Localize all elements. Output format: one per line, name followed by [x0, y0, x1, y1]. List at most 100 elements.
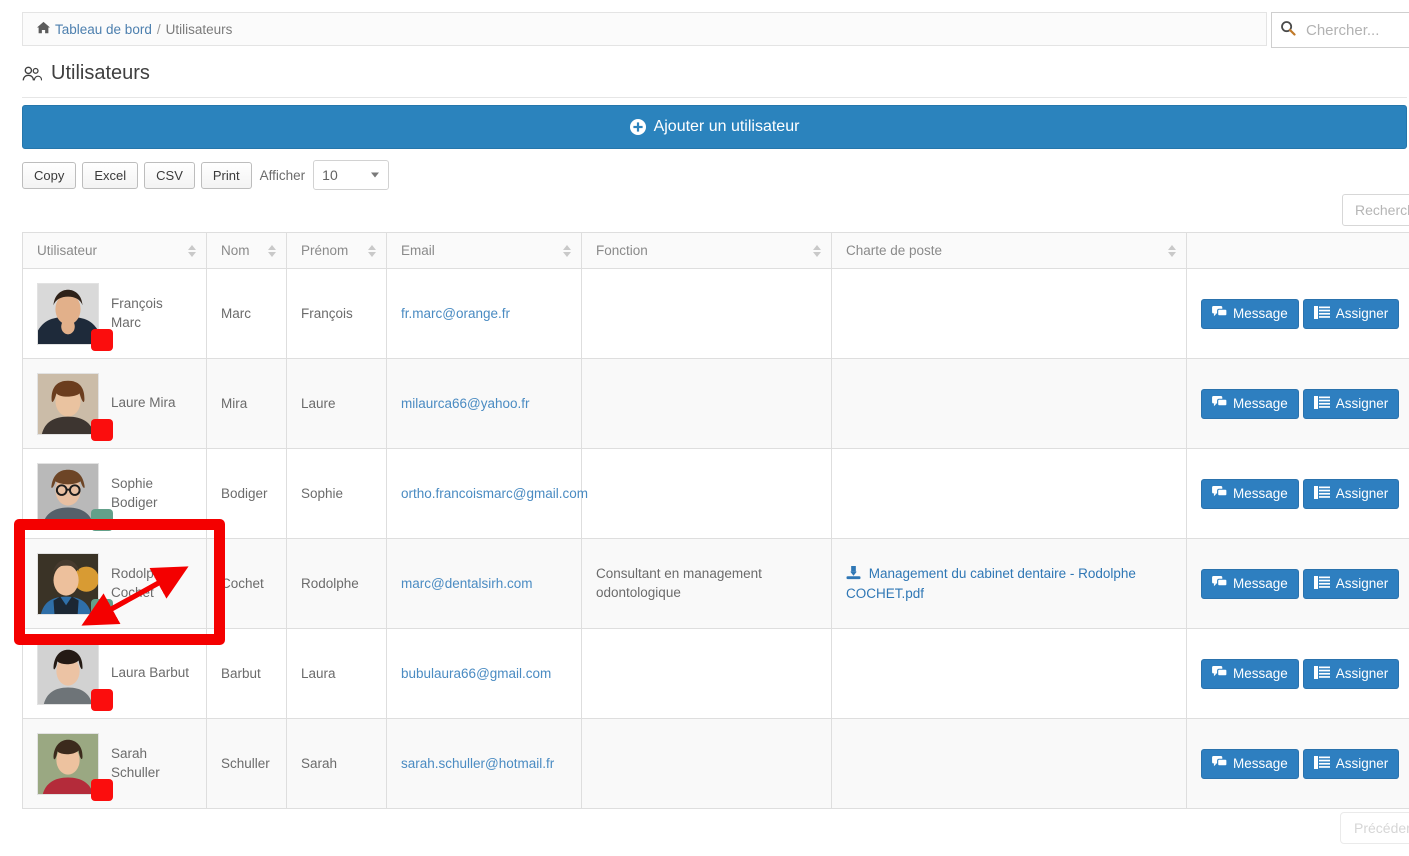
column-header-prenom[interactable]: Prénom [286, 232, 387, 269]
list-icon [1313, 305, 1330, 322]
plus-circle-icon [629, 119, 646, 135]
user-name: Sarah Schuller [111, 746, 160, 780]
breadcrumb-root-link[interactable]: Tableau de bord [55, 21, 152, 37]
sort-icon[interactable] [188, 244, 196, 257]
cell-charte [831, 268, 1187, 359]
column-header-charte-de-poste[interactable]: Charte de poste [831, 232, 1187, 269]
message-icon [1212, 755, 1228, 772]
cell-email: fr.marc@orange.fr [386, 268, 582, 359]
cell-nom: Cochet [206, 538, 287, 629]
sort-icon[interactable] [268, 244, 276, 257]
avatar [37, 732, 113, 801]
cell-email: milaurca66@yahoo.fr [386, 358, 582, 449]
message-label: Message [1233, 396, 1288, 411]
pagination: Précédent [1340, 812, 1409, 844]
add-user-label: Ajouter un utilisateur [653, 118, 800, 135]
page-length-select[interactable]: 10 [313, 160, 390, 190]
message-label: Message [1233, 666, 1288, 681]
cell-charte [831, 628, 1187, 719]
cell-utilisateur: Sophie Bodiger [22, 448, 207, 539]
column-header-nom[interactable]: Nom [206, 232, 287, 269]
sort-icon[interactable] [563, 244, 571, 257]
previous-page-button[interactable]: Précédent [1340, 812, 1409, 844]
email-link[interactable]: milaurca66@yahoo.fr [401, 396, 530, 411]
assigner-label: Assigner [1335, 306, 1389, 321]
cell-actions: Message Assigner [1186, 268, 1409, 359]
search-input[interactable] [1304, 20, 1409, 40]
breadcrumb: Tableau de bord / Utilisateurs [22, 12, 1267, 46]
message-button[interactable]: Message [1201, 568, 1299, 599]
csv-button[interactable]: CSV [144, 161, 195, 189]
cell-fonction [581, 358, 832, 449]
cell-email: sarah.schuller@hotmail.fr [386, 718, 582, 809]
message-button[interactable]: Message [1201, 298, 1299, 329]
avatar [37, 372, 113, 441]
status-badge [91, 598, 113, 621]
cell-charte [831, 718, 1187, 809]
assigner-label: Assigner [1335, 756, 1389, 771]
column-label: Fonction [596, 243, 648, 258]
email-link[interactable]: marc@dentalsirh.com [401, 576, 533, 591]
assigner-button[interactable]: Assigner [1302, 388, 1400, 419]
column-label: Nom [221, 243, 250, 258]
cell-email: marc@dentalsirh.com [386, 538, 582, 629]
cell-fonction: Consultant en management odontologique [581, 538, 832, 629]
cell-nom: Schuller [206, 718, 287, 809]
breadcrumb-current: Utilisateurs [165, 21, 233, 37]
cell-charte [831, 358, 1187, 449]
assigner-button[interactable]: Assigner [1302, 658, 1400, 689]
copy-button[interactable]: Copy [22, 161, 77, 189]
cell-utilisateur: Laura Barbut [22, 628, 207, 719]
column-header-email[interactable]: Email [386, 232, 582, 269]
column-label: Email [401, 243, 435, 258]
global-search[interactable] [1271, 12, 1409, 48]
message-label: Message [1233, 486, 1288, 501]
charte-download-link[interactable]: Management du cabinet dentaire - Rodolph… [846, 565, 1136, 601]
status-badge [91, 778, 113, 801]
table-filter[interactable] [1342, 194, 1409, 226]
cell-email: ortho.francoismarc@gmail.com [386, 448, 588, 539]
excel-button[interactable]: Excel [82, 161, 139, 189]
page-title-text: Utilisateurs [51, 62, 150, 84]
download-icon [846, 565, 865, 583]
sort-icon[interactable] [368, 244, 376, 257]
add-user-button[interactable]: Ajouter un utilisateur [22, 105, 1407, 149]
list-icon [1313, 575, 1330, 592]
user-name: Rodolphe Cochet [111, 566, 169, 600]
email-link[interactable]: sarah.schuller@hotmail.fr [401, 756, 555, 771]
email-link[interactable]: fr.marc@orange.fr [401, 306, 510, 321]
table-row: Laura Barbut Barbut Laura bubulaura66@gm… [22, 628, 1409, 719]
sort-icon[interactable] [813, 244, 821, 257]
message-button[interactable]: Message [1201, 748, 1299, 779]
email-link[interactable]: ortho.francoismarc@gmail.com [401, 486, 589, 501]
column-header-utilisateur[interactable]: Utilisateur [22, 232, 207, 269]
cell-fonction [581, 268, 832, 359]
status-badge [91, 328, 113, 351]
sort-icon[interactable] [1168, 244, 1176, 257]
table-filter-input[interactable] [1353, 201, 1409, 219]
home-icon [37, 21, 50, 37]
assigner-button[interactable]: Assigner [1302, 298, 1400, 329]
assigner-button[interactable]: Assigner [1302, 568, 1400, 599]
message-icon [1212, 395, 1228, 412]
breadcrumb-separator: / [156, 21, 161, 37]
page-length-label: Afficher [259, 167, 306, 183]
cell-actions: Message Assigner [1186, 448, 1409, 539]
print-button[interactable]: Print [200, 161, 252, 189]
table-row: Rodolphe Cochet Cochet Rodolphe marc@den… [22, 538, 1409, 629]
assigner-button[interactable]: Assigner [1302, 748, 1400, 779]
message-button[interactable]: Message [1201, 478, 1299, 509]
column-label: Prénom [301, 243, 349, 258]
message-button[interactable]: Message [1201, 658, 1299, 689]
assigner-button[interactable]: Assigner [1302, 478, 1400, 509]
message-label: Message [1233, 576, 1288, 591]
column-header-fonction[interactable]: Fonction [581, 232, 832, 269]
chevron-down-icon [371, 172, 380, 178]
message-button[interactable]: Message [1201, 388, 1299, 419]
cell-utilisateur: Rodolphe Cochet [22, 538, 207, 629]
user-name: Laure Mira [111, 395, 176, 411]
email-link[interactable]: bubulaura66@gmail.com [401, 666, 552, 681]
cell-utilisateur: Sarah Schuller [22, 718, 207, 809]
assigner-label: Assigner [1335, 396, 1389, 411]
avatar [37, 462, 113, 531]
